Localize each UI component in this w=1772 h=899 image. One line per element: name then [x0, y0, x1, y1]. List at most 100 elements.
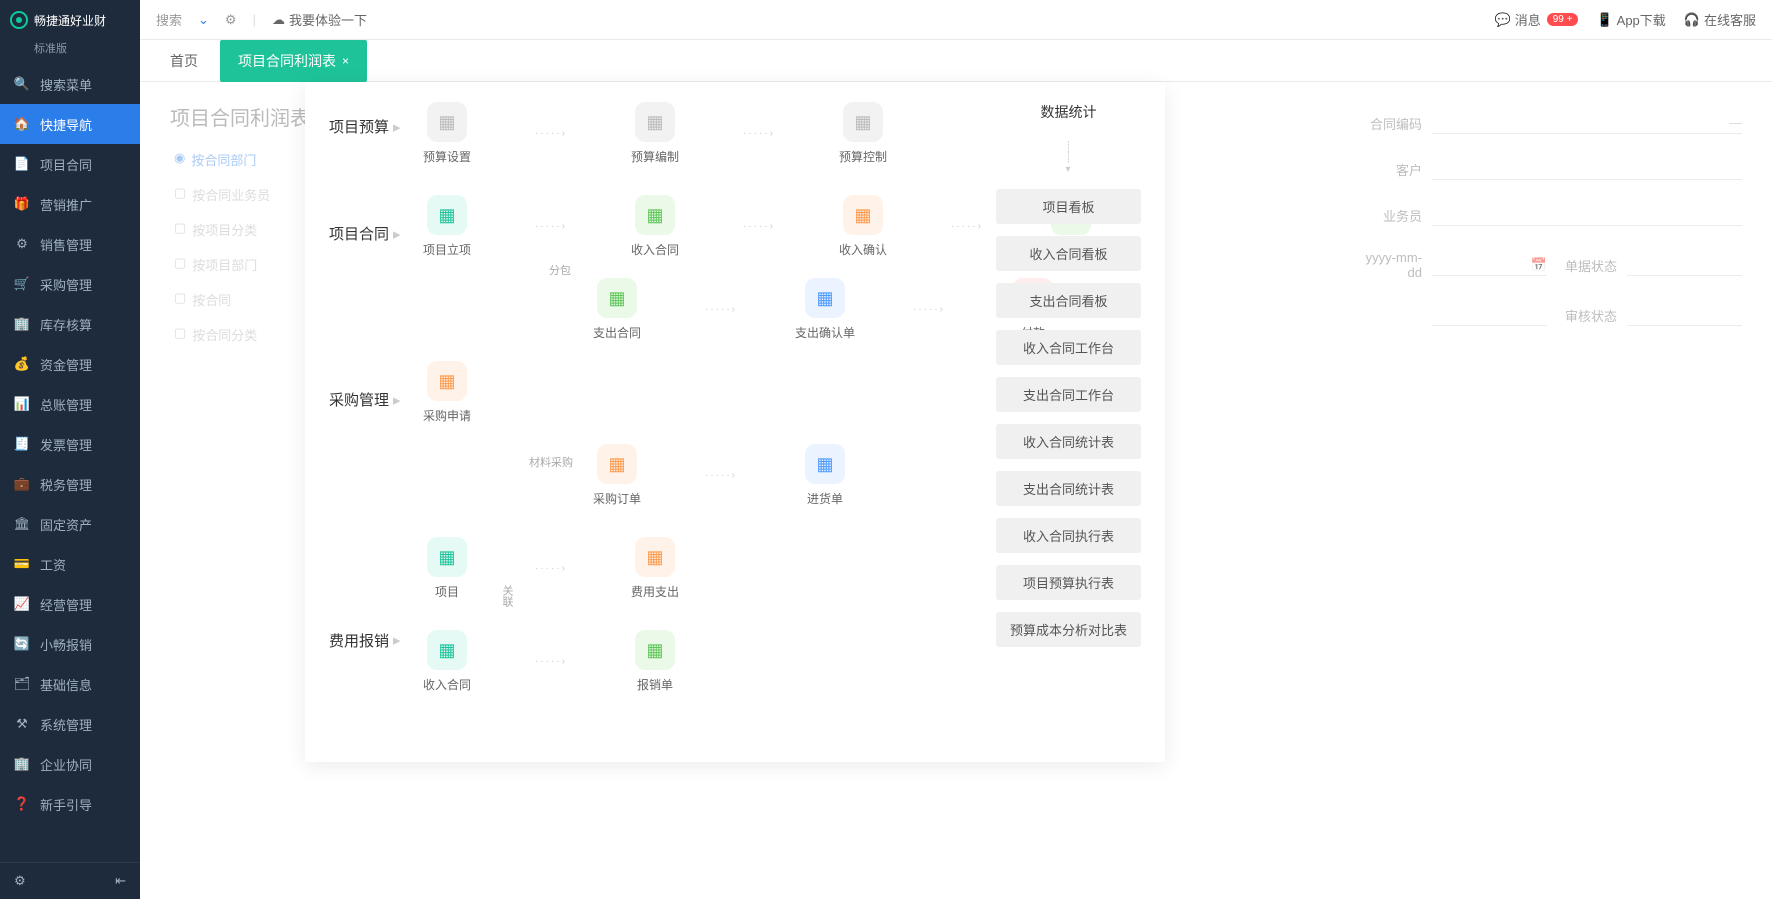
gift-icon: 🎁 — [14, 196, 30, 212]
sidebar-item-stock[interactable]: 🏢库存核算 — [0, 304, 140, 344]
try-link[interactable]: ☁ 我要体验一下 — [272, 10, 367, 29]
section-purchase-title[interactable]: 采购管理▸ — [329, 361, 419, 424]
sidebar-item-tax[interactable]: 💼税务管理 — [0, 464, 140, 504]
cloud-icon: ☁ — [272, 12, 285, 28]
stats-link[interactable]: 收入合同看板 — [996, 236, 1141, 271]
nav-node[interactable]: ▦项目立项 — [419, 195, 475, 258]
sidebar-item-gift[interactable]: 🎁营销推广 — [0, 184, 140, 224]
nav-node[interactable]: ▦收入合同 — [627, 195, 683, 258]
tax-icon: 💼 — [14, 476, 30, 492]
module-icon: ▦ — [427, 102, 467, 142]
sidebar-item-search[interactable]: 🔍搜索菜单 — [0, 64, 140, 104]
sidebar-item-salary[interactable]: 💳工资 — [0, 544, 140, 584]
stats-title: 数据统计 — [1040, 102, 1096, 122]
nav-node[interactable]: ▦预算控制 — [835, 102, 891, 165]
cart-icon: 🛒 — [14, 276, 30, 292]
gear-icon[interactable]: ⚙ — [225, 12, 237, 28]
tab-home[interactable]: 首页 — [152, 40, 216, 82]
headset-icon: 🎧 — [1684, 12, 1700, 28]
section-expense-title[interactable]: 费用报销▸ — [329, 537, 419, 693]
edition-label: 标准版 — [0, 40, 140, 64]
guide-icon: ❓ — [14, 796, 30, 812]
sidebar-footer: ⚙ ⇤ — [0, 862, 140, 899]
settings-icon[interactable]: ⚙ — [14, 873, 26, 889]
messages-button[interactable]: 💬 消息 99 + — [1495, 10, 1579, 29]
nav-node[interactable]: ▦费用支出 — [627, 537, 683, 600]
topbar: 搜索 ⌄ ⚙ | ☁ 我要体验一下 💬 消息 99 + 📱 App下载 🎧 在线… — [140, 0, 1772, 40]
nav-node[interactable]: ▦收入确认 — [835, 195, 891, 258]
nav-node[interactable]: ▦支出合同 — [589, 278, 645, 341]
stats-link[interactable]: 收入合同执行表 — [996, 518, 1141, 553]
sidebar: 畅捷通好业财 标准版 🔍搜索菜单🏠快捷导航📄项目合同🎁营销推广⚙销售管理🛒采购管… — [0, 0, 140, 899]
app-download-button[interactable]: 📱 App下载 — [1596, 10, 1665, 29]
module-icon: ▦ — [427, 195, 467, 235]
sidebar-item-ledger[interactable]: 📊总账管理 — [0, 384, 140, 424]
nav-node[interactable]: ▦采购申请 — [419, 361, 475, 424]
module-icon: ▦ — [427, 361, 467, 401]
nav-node[interactable]: ▦进货单 — [797, 444, 853, 507]
tabs-bar: 首页 项目合同利润表 × — [140, 40, 1772, 82]
sidebar-item-contract[interactable]: 📄项目合同 — [0, 144, 140, 184]
module-icon: ▦ — [427, 630, 467, 670]
search-icon: 🔍 — [14, 76, 30, 92]
nav-node[interactable]: ▦采购订单 — [589, 444, 645, 507]
stats-link[interactable]: 项目看板 — [996, 189, 1141, 224]
sidebar-item-sys[interactable]: ⚒系统管理 — [0, 704, 140, 744]
section-budget-title[interactable]: 项目预算▸ — [329, 102, 419, 137]
stats-link[interactable]: 收入合同统计表 — [996, 424, 1141, 459]
main: 搜索 ⌄ ⚙ | ☁ 我要体验一下 💬 消息 99 + 📱 App下载 🎧 在线… — [140, 0, 1772, 899]
connector-icon: ·····› — [913, 304, 945, 315]
message-badge: 99 + — [1547, 13, 1579, 26]
nav-node[interactable]: ▦预算设置 — [419, 102, 475, 165]
stats-link[interactable]: 支出合同统计表 — [996, 471, 1141, 506]
sidebar-item-nav[interactable]: 🏠快捷导航 — [0, 104, 140, 144]
invoice-icon: 🧾 — [14, 436, 30, 452]
dimension-option: ▢按项目分类 — [170, 212, 290, 247]
sidebar-item-base[interactable]: 🗂基础信息 — [0, 664, 140, 704]
tab-profit-report[interactable]: 项目合同利润表 × — [220, 40, 367, 82]
connector-icon: ·····› — [743, 221, 775, 232]
brand-logo-icon — [10, 11, 28, 29]
sale-icon: ⚙ — [14, 236, 30, 252]
sidebar-item-collab[interactable]: 🏢企业协同 — [0, 744, 140, 784]
section-contract-title[interactable]: 项目合同▸ — [329, 195, 419, 258]
sidebar-item-cart[interactable]: 🛒采购管理 — [0, 264, 140, 304]
data-stats-column: 数据统计 ┊┊▾ 项目看板收入合同看板支出合同看板收入合同工作台支出合同工作台收… — [996, 102, 1141, 647]
right-filter-column: 合同编码— 客户 业务员 yyyy-mm-dd📅单据状态 审核状态 — [1362, 112, 1742, 350]
sidebar-item-asset[interactable]: 🏛固定资产 — [0, 504, 140, 544]
connector-icon: ·····› — [743, 128, 775, 139]
nav-node[interactable]: ▦预算编制 — [627, 102, 683, 165]
nav-node[interactable]: ▦收入合同 — [419, 630, 475, 693]
sidebar-item-money[interactable]: 💰资金管理 — [0, 344, 140, 384]
stats-link[interactable]: 收入合同工作台 — [996, 330, 1141, 365]
chevron-down-icon[interactable]: ⌄ — [198, 12, 209, 28]
brand-name: 畅捷通好业财 — [34, 12, 106, 29]
module-icon: ▦ — [635, 195, 675, 235]
close-icon[interactable]: × — [342, 54, 349, 68]
connector-icon: ·····› — [705, 304, 737, 315]
stats-link[interactable]: 支出合同看板 — [996, 283, 1141, 318]
global-search-input[interactable]: 搜索 — [156, 10, 182, 29]
module-icon: ▦ — [597, 278, 637, 318]
sidebar-item-reimburse[interactable]: 🔄小畅报销 — [0, 624, 140, 664]
dimension-option: ▢按合同 — [170, 282, 290, 317]
nav-node[interactable]: ▦报销单 — [627, 630, 683, 693]
stats-link[interactable]: 项目预算执行表 — [996, 565, 1141, 600]
salary-icon: 💳 — [14, 556, 30, 572]
collapse-icon[interactable]: ⇤ — [115, 873, 126, 889]
nav-node[interactable]: ▦项目 — [419, 537, 475, 600]
online-service-button[interactable]: 🎧 在线客服 — [1684, 10, 1756, 29]
sidebar-item-guide[interactable]: ❓新手引导 — [0, 784, 140, 824]
base-icon: 🗂 — [14, 676, 30, 692]
dimension-list: ◉按合同部门▢按合同业务员▢按项目分类▢按项目部门▢按合同▢按合同分类 — [170, 142, 290, 352]
ledger-icon: 📊 — [14, 396, 30, 412]
sidebar-item-biz[interactable]: 📈经营管理 — [0, 584, 140, 624]
sidebar-item-invoice[interactable]: 🧾发票管理 — [0, 424, 140, 464]
message-icon: 💬 — [1495, 12, 1511, 28]
stats-link[interactable]: 预算成本分析对比表 — [996, 612, 1141, 647]
module-icon: ▦ — [805, 278, 845, 318]
module-icon: ▦ — [427, 537, 467, 577]
stats-link[interactable]: 支出合同工作台 — [996, 377, 1141, 412]
sidebar-item-sale[interactable]: ⚙销售管理 — [0, 224, 140, 264]
nav-node[interactable]: ▦支出确认单 — [797, 278, 853, 341]
